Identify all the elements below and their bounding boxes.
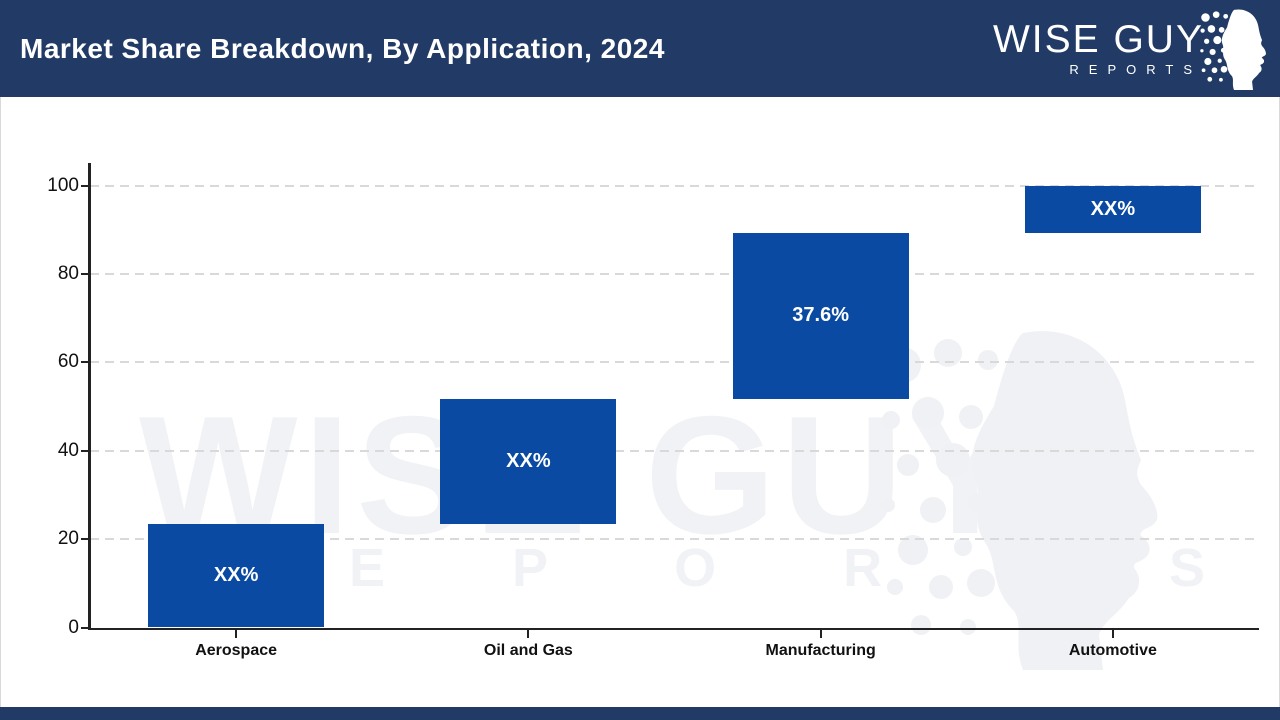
y-tick-label-80: 80	[57, 262, 79, 284]
bar-value-label: XX%	[506, 449, 551, 472]
x-tick-mark-2	[819, 629, 822, 638]
y-tick-label-0: 0	[68, 616, 79, 638]
gridline-y20	[90, 538, 1259, 541]
header-bar: Market Share Breakdown, By Application, …	[0, 0, 1280, 97]
plot-area: WISE GUY R E P O R T S 0 20 40 60 80 100 XX% XX…	[0, 97, 1280, 707]
x-axis-spine	[88, 627, 1259, 631]
wiseguy-logo-text: WISE GUY REPORTS	[993, 20, 1204, 77]
footer-bar	[0, 707, 1280, 720]
x-tick-label-0: Aerospace	[195, 641, 278, 659]
y-tick-mark-0	[81, 626, 89, 629]
bar-oil-and-gas: XX%	[440, 398, 617, 524]
logo-brand-name: WISE GUY	[992, 18, 1204, 61]
bar-value-label: 37.6%	[792, 304, 849, 327]
bar-manufacturing: 37.6%	[732, 232, 909, 399]
bar-automotive: XX%	[1024, 185, 1201, 233]
gridline-y60	[90, 361, 1259, 364]
x-tick-mark-0	[235, 629, 238, 638]
x-tick-label-2: Manufacturing	[765, 641, 876, 659]
y-tick-mark-80	[81, 272, 89, 275]
gridline-y100	[90, 184, 1259, 187]
chart-title: Market Share Breakdown, By Application, …	[20, 32, 665, 64]
y-tick-label-20: 20	[57, 528, 79, 550]
y-tick-mark-100	[81, 184, 89, 187]
y-axis-spine	[88, 163, 91, 630]
gridline-y40	[90, 449, 1259, 452]
y-tick-mark-40	[81, 449, 89, 452]
gridline-y80	[90, 272, 1259, 275]
x-tick-mark-1	[527, 629, 530, 638]
x-tick-label-3: Automotive	[1068, 641, 1157, 659]
logo-brand-subtitle: REPORTS	[1069, 62, 1202, 77]
x-tick-mark-3	[1111, 629, 1114, 638]
wiseguy-logo: WISE GUY REPORTS	[993, 8, 1280, 90]
wiseguy-head-icon	[1200, 8, 1266, 90]
y-tick-mark-60	[81, 361, 89, 364]
y-tick-label-40: 40	[57, 439, 79, 461]
bar-aerospace: XX%	[148, 523, 325, 628]
bar-value-label: XX%	[213, 564, 259, 587]
y-tick-label-100: 100	[47, 174, 79, 196]
x-tick-label-1: Oil and Gas	[483, 641, 573, 659]
bar-value-label: XX%	[1090, 197, 1136, 220]
y-tick-mark-20	[81, 538, 89, 541]
watermark-head-icon	[881, 331, 1158, 670]
y-tick-label-60: 60	[57, 351, 79, 373]
